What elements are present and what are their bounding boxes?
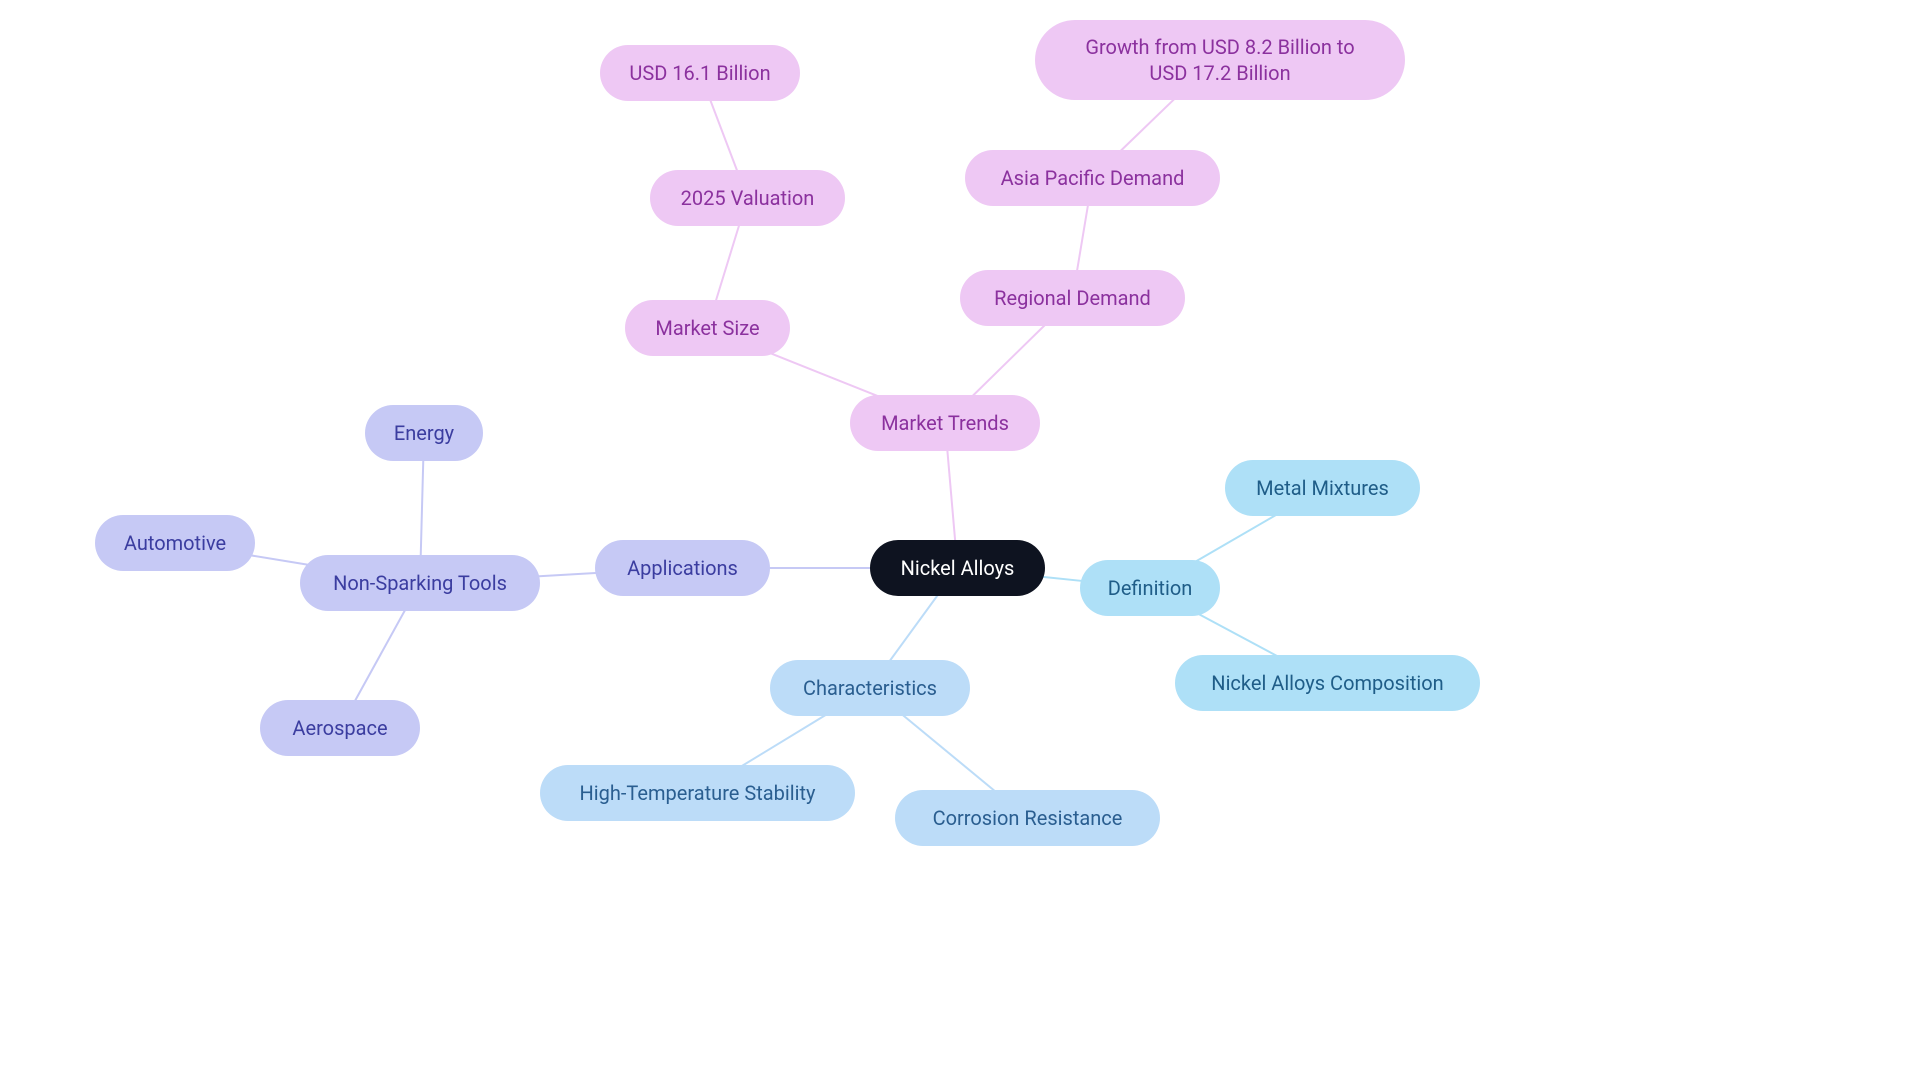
node-metal-mixtures[interactable]: Metal Mixtures <box>1225 460 1420 516</box>
edge <box>421 459 424 557</box>
node-automotive[interactable]: Automotive <box>95 515 255 571</box>
node-aerospace[interactable]: Aerospace <box>260 700 420 756</box>
edge <box>530 573 602 577</box>
edge <box>772 354 881 397</box>
node-regional-demand[interactable]: Regional Demand <box>960 270 1185 326</box>
edge <box>971 324 1046 397</box>
edge <box>249 555 310 565</box>
edge <box>901 714 996 792</box>
node-corrosion[interactable]: Corrosion Resistance <box>895 790 1160 846</box>
node-non-sparking[interactable]: Non-Sparking Tools <box>300 555 540 611</box>
node-market-size[interactable]: Market Size <box>625 300 790 356</box>
edge <box>1077 204 1088 272</box>
node-nickel-composition[interactable]: Nickel Alloys Composition <box>1175 655 1480 711</box>
node-market-trends[interactable]: Market Trends <box>850 395 1040 451</box>
edge <box>1194 514 1278 562</box>
edge <box>354 609 406 702</box>
edge <box>1038 576 1086 581</box>
edge <box>715 224 739 302</box>
node-valuation-2025[interactable]: 2025 Valuation <box>650 170 845 226</box>
node-energy[interactable]: Energy <box>365 405 483 461</box>
node-usd-billion[interactable]: USD 16.1 Billion <box>600 45 800 101</box>
edge <box>710 99 738 172</box>
node-definition[interactable]: Definition <box>1080 560 1220 616</box>
edge <box>889 594 939 662</box>
node-root[interactable]: Nickel Alloys <box>870 540 1045 596</box>
node-characteristics[interactable]: Characteristics <box>770 660 970 716</box>
edge <box>740 714 828 767</box>
node-high-temp[interactable]: High-Temperature Stability <box>540 765 855 821</box>
node-applications[interactable]: Applications <box>595 540 770 596</box>
node-growth-usd[interactable]: Growth from USD 8.2 Billion to USD 17.2 … <box>1035 20 1405 100</box>
node-asia-pacific[interactable]: Asia Pacific Demand <box>965 150 1220 206</box>
edge <box>947 449 955 542</box>
edge <box>1198 614 1279 657</box>
